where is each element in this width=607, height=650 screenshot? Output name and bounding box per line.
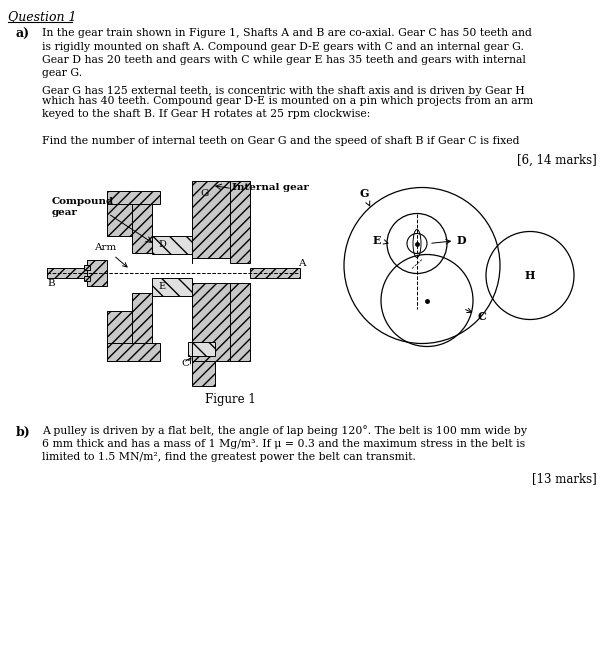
Text: Gear G has 125 external teeth, is concentric with the shaft axis and is driven b: Gear G has 125 external teeth, is concen… [42,86,524,96]
Bar [84,276,90,281]
Text: A: A [298,259,305,268]
Bar [107,190,132,235]
Bar [107,190,160,203]
Text: E: E [158,282,165,291]
Text: D: D [432,235,467,246]
Bar [87,259,107,285]
Bar [84,265,90,270]
Bar [188,341,215,356]
Bar [152,278,192,296]
Bar [47,268,92,278]
Text: H: H [525,270,535,281]
Text: Gear D has 20 teeth and gears with C while gear E has 35 teeth and gears with in: Gear D has 20 teeth and gears with C whi… [42,55,526,65]
Text: G: G [359,188,370,206]
Text: is rigidly mounted on shaft A. Compound gear D-E gears with C and an internal ge: is rigidly mounted on shaft A. Compound … [42,42,524,51]
Text: Internal gear: Internal gear [232,183,309,192]
Text: C: C [466,309,487,322]
Text: a): a) [16,28,30,41]
Bar [230,181,250,263]
Text: Question 1: Question 1 [8,10,76,23]
Bar [250,268,300,278]
Text: C: C [181,359,189,367]
Text: Compound
gear: Compound gear [52,198,114,217]
Text: E: E [373,235,388,246]
Text: Figure 1: Figure 1 [205,393,256,406]
Text: Find the number of internal teeth on Gear G and the speed of shaft B if Gear C i: Find the number of internal teeth on Gea… [42,136,520,146]
Text: Arm: Arm [94,244,127,267]
Text: which has 40 teeth. Compound gear D-E is mounted on a pin which projects from an: which has 40 teeth. Compound gear D-E is… [42,96,533,105]
Bar [192,361,215,385]
Bar [152,235,192,254]
Text: b): b) [16,426,31,439]
Bar [192,181,230,257]
Bar [132,203,152,252]
Text: keyed to the shaft B. If Gear H rotates at 25 rpm clockwise:: keyed to the shaft B. If Gear H rotates … [42,109,370,119]
Bar [132,292,152,343]
Text: limited to 1.5 MN/m², find the greatest power the belt can transmit.: limited to 1.5 MN/m², find the greatest … [42,452,416,463]
Text: G: G [201,189,209,198]
Bar [230,283,250,361]
Bar [107,343,160,361]
Text: B: B [47,278,55,287]
Text: D: D [158,240,166,249]
Bar [107,311,132,361]
Text: In the gear train shown in Figure 1, Shafts A and B are co-axial. Gear C has 50 : In the gear train shown in Figure 1, Sha… [42,28,532,38]
Text: gear G.: gear G. [42,68,82,79]
Text: A pulley is driven by a flat belt, the angle of lap being 120°. The belt is 100 : A pulley is driven by a flat belt, the a… [42,426,527,436]
Bar [192,283,230,361]
Text: [6, 14 marks]: [6, 14 marks] [517,153,597,166]
Text: [13 marks]: [13 marks] [532,472,597,485]
Text: 6 mm thick and has a mass of 1 Mg/m³. If μ = 0.3 and the maximum stress in the b: 6 mm thick and has a mass of 1 Mg/m³. If… [42,439,525,449]
